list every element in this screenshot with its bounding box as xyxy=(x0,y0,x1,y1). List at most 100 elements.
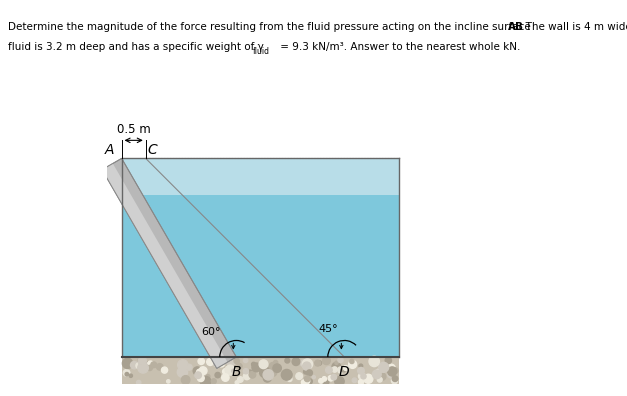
Circle shape xyxy=(335,361,338,364)
Circle shape xyxy=(249,371,256,378)
Circle shape xyxy=(138,363,149,373)
Circle shape xyxy=(379,373,386,380)
Circle shape xyxy=(246,370,253,377)
Circle shape xyxy=(224,358,228,362)
Text: C: C xyxy=(147,143,157,157)
Text: fluid is 3.2 m deep and has a specific weight of γ: fluid is 3.2 m deep and has a specific w… xyxy=(8,42,264,51)
Circle shape xyxy=(122,358,133,369)
Circle shape xyxy=(335,377,344,386)
Text: 60°: 60° xyxy=(201,327,221,337)
Text: AB: AB xyxy=(508,22,524,32)
Circle shape xyxy=(147,361,154,367)
Circle shape xyxy=(369,356,379,367)
Circle shape xyxy=(359,379,364,385)
Circle shape xyxy=(218,361,224,367)
Polygon shape xyxy=(122,158,399,194)
Circle shape xyxy=(372,370,381,379)
Circle shape xyxy=(129,374,132,377)
Circle shape xyxy=(225,365,235,375)
Circle shape xyxy=(364,374,373,383)
Circle shape xyxy=(138,357,144,364)
Circle shape xyxy=(377,377,382,382)
Circle shape xyxy=(332,367,337,372)
Circle shape xyxy=(304,378,310,384)
Circle shape xyxy=(214,363,217,366)
Circle shape xyxy=(391,378,398,384)
Circle shape xyxy=(273,360,278,365)
Circle shape xyxy=(322,357,330,365)
Circle shape xyxy=(325,367,332,373)
Circle shape xyxy=(252,363,261,372)
Circle shape xyxy=(226,355,236,366)
Circle shape xyxy=(302,359,313,369)
Circle shape xyxy=(215,372,220,378)
Text: = 9.3 kN/m³. Answer to the nearest whole kN.: = 9.3 kN/m³. Answer to the nearest whole… xyxy=(277,42,520,51)
Circle shape xyxy=(179,361,186,367)
Circle shape xyxy=(243,373,250,380)
Circle shape xyxy=(273,364,282,372)
Circle shape xyxy=(207,358,214,366)
Circle shape xyxy=(332,362,341,371)
Circle shape xyxy=(125,373,129,376)
Circle shape xyxy=(130,362,138,369)
Circle shape xyxy=(357,367,364,374)
Circle shape xyxy=(350,359,354,364)
Circle shape xyxy=(223,369,228,375)
Circle shape xyxy=(227,363,235,371)
Circle shape xyxy=(138,357,147,365)
Circle shape xyxy=(387,364,395,372)
Circle shape xyxy=(387,370,396,378)
Circle shape xyxy=(263,369,273,380)
Circle shape xyxy=(199,367,207,375)
Circle shape xyxy=(259,360,268,369)
Circle shape xyxy=(361,374,366,379)
Circle shape xyxy=(328,375,334,381)
Polygon shape xyxy=(102,164,228,368)
Circle shape xyxy=(320,377,329,386)
Circle shape xyxy=(177,360,188,370)
Circle shape xyxy=(341,368,345,372)
Circle shape xyxy=(147,366,152,371)
Circle shape xyxy=(211,379,216,384)
Circle shape xyxy=(352,378,357,383)
Circle shape xyxy=(393,368,398,373)
Circle shape xyxy=(307,379,312,384)
Circle shape xyxy=(307,370,312,376)
Circle shape xyxy=(285,358,290,363)
Circle shape xyxy=(317,361,322,365)
Text: D: D xyxy=(339,365,350,379)
Polygon shape xyxy=(122,357,399,384)
Circle shape xyxy=(387,367,397,376)
Circle shape xyxy=(137,381,141,385)
Circle shape xyxy=(303,369,308,374)
Circle shape xyxy=(251,362,256,366)
Circle shape xyxy=(235,381,239,385)
Text: . The wall is 4 m wide, the: . The wall is 4 m wide, the xyxy=(519,22,627,32)
Circle shape xyxy=(222,374,229,381)
Circle shape xyxy=(304,376,310,382)
Text: 0.5 m: 0.5 m xyxy=(117,123,150,136)
Circle shape xyxy=(237,364,242,369)
Circle shape xyxy=(157,364,163,370)
Circle shape xyxy=(303,362,311,370)
Circle shape xyxy=(349,360,357,368)
Circle shape xyxy=(196,369,203,375)
Text: B: B xyxy=(231,365,241,379)
Circle shape xyxy=(302,380,307,385)
Circle shape xyxy=(338,358,343,363)
Circle shape xyxy=(243,358,248,363)
Circle shape xyxy=(201,376,211,387)
Circle shape xyxy=(198,358,204,364)
Circle shape xyxy=(231,369,235,373)
Circle shape xyxy=(315,360,320,366)
Circle shape xyxy=(195,372,201,379)
Circle shape xyxy=(162,367,167,373)
Polygon shape xyxy=(122,158,399,357)
Circle shape xyxy=(214,363,217,366)
Circle shape xyxy=(261,367,271,377)
Circle shape xyxy=(177,367,187,377)
Circle shape xyxy=(331,374,337,380)
Circle shape xyxy=(300,360,307,367)
Circle shape xyxy=(124,369,130,376)
Text: fluid: fluid xyxy=(253,47,270,56)
